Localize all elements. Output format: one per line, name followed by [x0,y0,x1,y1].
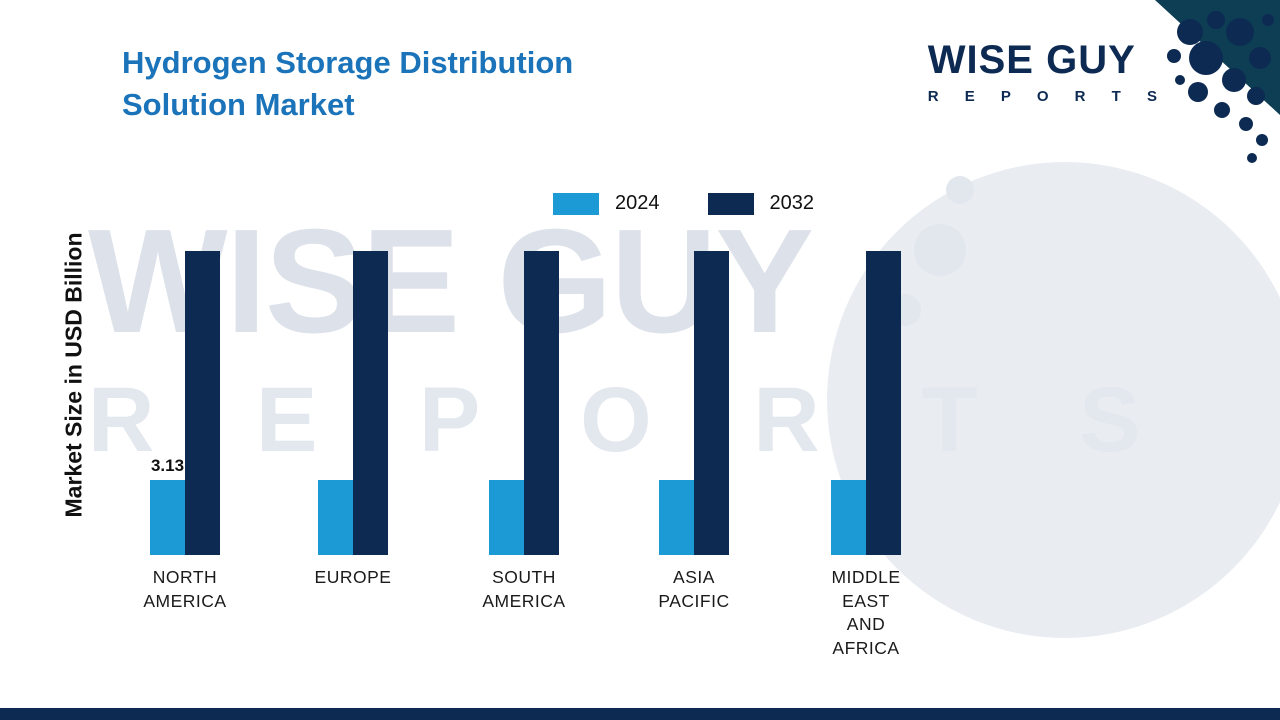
bar-group-europe [318,251,388,555]
bar-2024-europe [318,480,353,555]
brand-logo: WISE GUY R E P O R T S [928,40,1168,105]
bar-wrap-2032-europe [353,251,388,555]
bar-wrap-2024-north-america: 3.13 [150,456,185,555]
bar-wrap-2024-asia-pacific [659,480,694,555]
page-title: Hydrogen Storage Distribution Solution M… [122,42,573,126]
bar-2032-asia-pacific [694,251,729,555]
bar-2032-middle-east-and-africa [866,251,901,555]
page-title-line1: Hydrogen Storage Distribution [122,45,574,80]
bar-2032-south-america [524,251,559,555]
bar-wrap-2032-asia-pacific [694,251,729,555]
bar-2032-europe [353,251,388,555]
category-label-europe: EUROPE [314,567,392,587]
footer-accent-bar [0,708,1280,720]
bar-2024-asia-pacific [659,480,694,555]
bar-2032-north-america [185,251,220,555]
legend-item-2024: 2024 [553,192,660,215]
page-title-line2: Solution Market [122,86,355,122]
bar-group-north-america: 3.13 [150,251,220,555]
legend-label-2024: 2024 [615,192,660,214]
category-label-north-america: NORTH AMERICA [143,567,227,611]
category-label-asia-pacific: ASIA PACIFIC [658,567,730,611]
legend-item-2032: 2032 [707,192,815,215]
bar-wrap-2024-europe [318,480,353,555]
y-axis-label: Market Size in USD Billion [60,232,87,518]
bar-2024-north-america [150,480,185,555]
bar-wrap-2032-south-america [524,251,559,555]
bar-group-asia-pacific [659,251,729,555]
legend-swatch-2032 [707,192,754,215]
bar-wrap-2024-south-america [489,480,524,555]
category-label-south-america: SOUTH AMERICA [482,567,566,611]
bar-wrap-2024-middle-east-and-africa [831,480,866,555]
bar-value-2024-north-america: 3.13 [150,456,185,475]
legend-label-2032: 2032 [769,192,815,214]
category-label-middle-east-and-africa: MIDDLE EAST AND AFRICA [831,567,901,658]
brand-logo-wordmark: WISE GUY [927,38,1136,82]
bar-wrap-2032-north-america [185,251,220,555]
bar-2024-middle-east-and-africa [831,480,866,555]
bar-group-middle-east-and-africa [831,251,901,555]
bar-group-south-america [489,251,559,555]
legend-swatch-2024 [553,192,599,215]
brand-logo-subtitle: R E P O R T S [927,88,1168,105]
bar-wrap-2032-middle-east-and-africa [866,251,901,555]
bar-2024-south-america [489,480,524,555]
chart-legend: 2024 2032 [553,192,814,215]
